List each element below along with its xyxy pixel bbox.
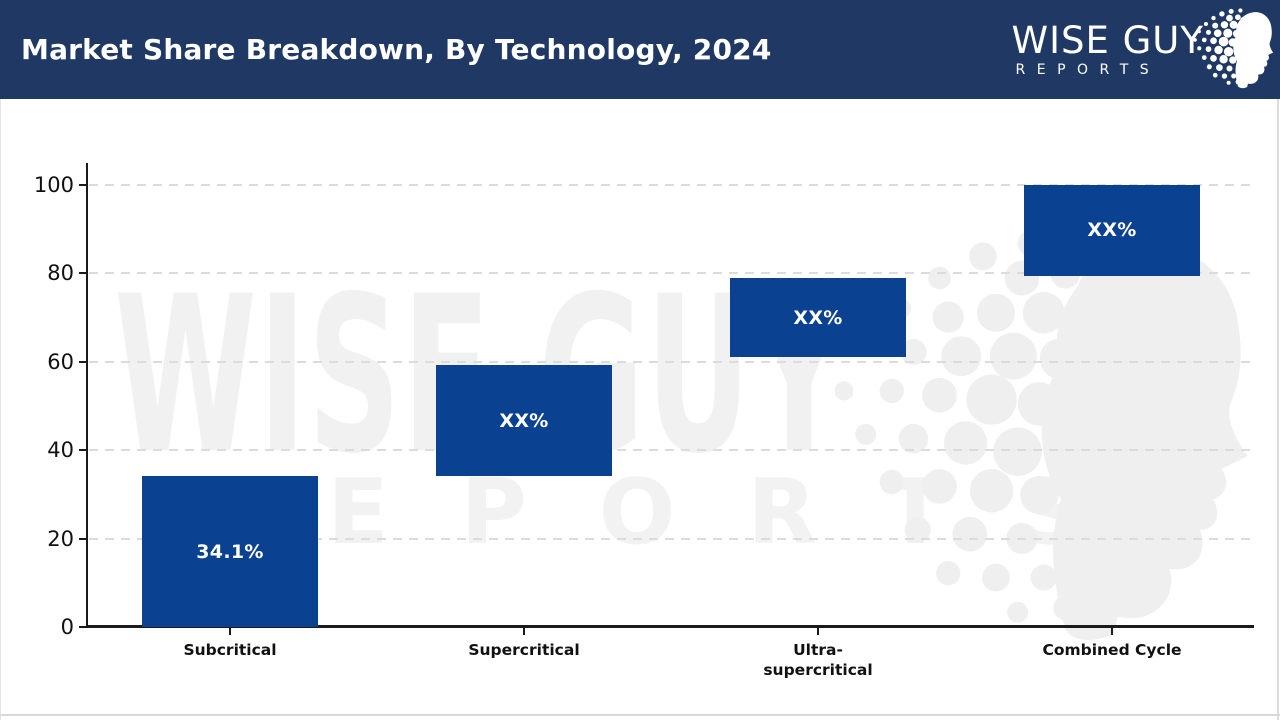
x-tick-mark	[523, 628, 525, 635]
gridline	[89, 449, 1253, 452]
x-axis-line	[86, 625, 1254, 628]
y-tick-label: 100	[33, 173, 74, 197]
y-tick-mark	[79, 626, 87, 628]
x-category-label-line: supercritical	[763, 661, 873, 679]
x-category-label-line: Supercritical	[468, 641, 580, 659]
y-axis-line	[86, 163, 88, 628]
y-tick-mark	[79, 184, 87, 186]
x-category-label-line: Subcritical	[183, 641, 277, 659]
watermark-subtext: REPORTS	[186, 460, 1155, 565]
y-tick-label: 20	[47, 526, 74, 551]
y-tick-label: 60	[47, 349, 74, 374]
gridline	[89, 184, 1253, 186]
bar-value-label: 34.1%	[196, 540, 264, 563]
bottom-divider	[0, 714, 1280, 716]
y-tick-label: 0	[60, 615, 74, 639]
brand-subtitle: REPORTS	[1015, 62, 1161, 78]
y-tick-label: 80	[47, 261, 74, 286]
x-tick-mark	[1111, 628, 1113, 635]
gridline	[89, 272, 1253, 275]
gridline	[89, 537, 1253, 540]
x-category-label: Supercritical	[439, 640, 609, 660]
brand-logo: WISE GUY REPORTS	[1012, 2, 1274, 97]
x-category-label: Ultra-supercritical	[733, 640, 903, 680]
bar-supercritical: XX%	[436, 364, 612, 477]
header-bar: Market Share Breakdown, By Technology, 2…	[0, 0, 1280, 99]
page-title: Market Share Breakdown, By Technology, 2…	[21, 33, 772, 66]
y-tick-mark	[79, 449, 87, 452]
bar-value-label: XX%	[499, 409, 549, 432]
bar-combined-cycle: XX%	[1024, 185, 1200, 276]
x-category-label: Combined Cycle	[1027, 640, 1197, 660]
x-tick-mark	[817, 628, 819, 635]
brand-name: WISE GUY	[1011, 19, 1204, 62]
y-tick-mark	[79, 537, 87, 540]
y-tick-mark	[79, 360, 87, 363]
y-tick-mark	[79, 272, 87, 275]
bar-subcritical: 34.1%	[142, 476, 318, 627]
y-tick-label: 40	[47, 438, 74, 463]
x-category-label: Subcritical	[145, 640, 315, 660]
x-tick-mark	[229, 628, 231, 635]
bar-value-label: XX%	[793, 306, 843, 329]
gridline	[89, 360, 1253, 363]
x-category-label-line: Combined Cycle	[1042, 641, 1182, 659]
x-category-label-line: Ultra-	[793, 641, 843, 659]
left-page-edge	[0, 99, 1, 720]
brand-logo-text: WISE GUY REPORTS	[1011, 19, 1204, 79]
right-page-edge	[1277, 99, 1279, 720]
bar-ultra-supercritical: XX%	[730, 277, 906, 358]
bar-value-label: XX%	[1087, 219, 1137, 242]
